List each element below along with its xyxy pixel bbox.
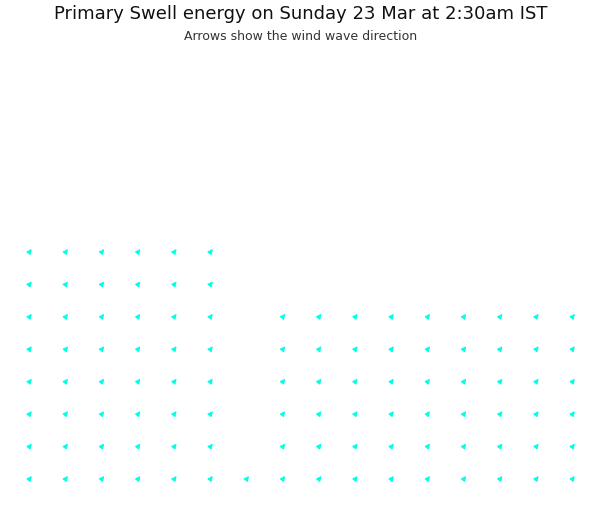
Text: Arrows show the wind wave direction: Arrows show the wind wave direction <box>184 30 417 44</box>
Text: Primary Swell energy on Sunday 23 Mar at 2:30am IST: Primary Swell energy on Sunday 23 Mar at… <box>53 6 548 24</box>
